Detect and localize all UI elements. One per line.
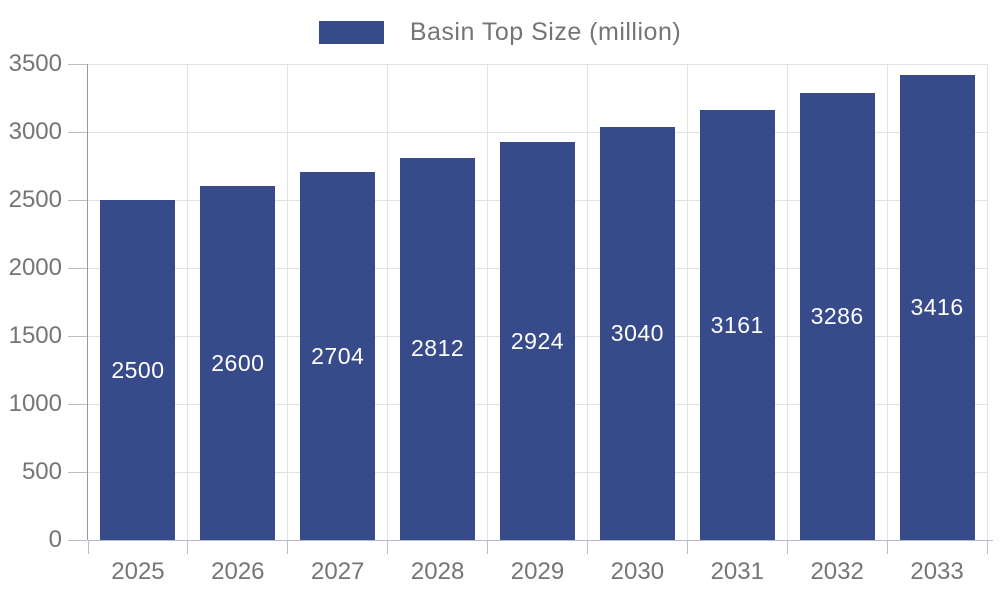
bar-value-label: 2704 (311, 342, 365, 369)
x-axis-tick (886, 540, 888, 554)
y-axis-line (87, 64, 88, 540)
v-gridline (886, 64, 888, 540)
v-gridline (287, 64, 289, 540)
x-axis-tick-label: 2026 (211, 558, 265, 585)
y-axis-tick (68, 403, 87, 405)
bar-value-label: 2924 (510, 327, 565, 354)
x-axis-tick-label: 2029 (510, 558, 565, 585)
x-axis-tick-label: 2030 (610, 558, 665, 585)
bar-2032[interactable]: 3286 (799, 93, 875, 540)
legend[interactable]: Basin Top Size (million) (0, 18, 1000, 47)
x-axis-tick (187, 540, 189, 554)
x-axis-tick (786, 540, 788, 554)
bar-value-label: 3416 (910, 294, 964, 321)
y-axis-tick (68, 539, 87, 541)
bar-2033[interactable]: 3416 (899, 75, 975, 540)
x-axis-tick (487, 540, 489, 554)
bar-value-label: 3040 (610, 319, 664, 346)
v-gridline (586, 64, 588, 540)
bar-value-label: 2600 (211, 349, 265, 376)
y-axis-tick-label: 2000 (8, 254, 62, 281)
bar-value-label: 2500 (111, 356, 165, 383)
bar-2025[interactable]: 2500 (100, 200, 176, 540)
v-gridline (986, 64, 988, 540)
x-axis-tick-label: 2027 (311, 558, 365, 585)
y-axis-tick-label: 1500 (8, 322, 62, 349)
v-gridline (187, 64, 189, 540)
x-axis-tick-label: 2025 (111, 558, 165, 585)
y-axis-tick (68, 335, 87, 337)
y-axis-tick-label: 1000 (8, 390, 62, 417)
y-axis-tick (68, 199, 87, 201)
v-gridline (786, 64, 788, 540)
y-axis-tick (68, 63, 87, 65)
plot-area: 0 500 1000 1500 2000 2500 3000 3500 2025 2026 2027… (9, 52, 993, 584)
x-axis-tick-label: 2028 (410, 558, 465, 585)
y-axis-tick (68, 471, 87, 473)
legend-swatch (318, 21, 384, 44)
y-axis-tick (68, 131, 87, 133)
x-axis-tick (287, 540, 289, 554)
y-axis-tick-label: 3000 (8, 118, 62, 145)
v-gridline (686, 64, 688, 540)
v-gridline (487, 64, 489, 540)
x-axis-tick (586, 540, 588, 554)
y-axis-tick-label: 3500 (8, 50, 62, 77)
x-axis-tick-label: 2033 (910, 558, 964, 585)
bar-2028[interactable]: 2812 (400, 157, 476, 540)
x-axis-tick (387, 540, 389, 554)
y-axis-tick (68, 267, 87, 269)
x-axis-tick (87, 540, 89, 554)
bar-2026[interactable]: 2600 (200, 186, 276, 540)
bar-2029[interactable]: 2924 (500, 142, 575, 540)
x-axis-tick-label: 2031 (710, 558, 764, 585)
y-axis-tick-label: 0 (48, 526, 62, 553)
bar-value-label: 2812 (411, 335, 465, 362)
x-axis-tick (686, 540, 688, 554)
x-axis-tick-label: 2032 (810, 558, 864, 585)
bar-2030[interactable]: 3040 (599, 126, 675, 540)
h-gridline (88, 63, 987, 65)
y-axis-tick-label: 2500 (8, 186, 62, 213)
v-gridline (387, 64, 389, 540)
legend-label: Basin Top Size (million) (409, 18, 682, 46)
bar-value-label: 3161 (710, 311, 764, 338)
x-axis-tick (986, 540, 988, 554)
bar-2031[interactable]: 3161 (699, 110, 775, 540)
bar-value-label: 3286 (810, 303, 864, 330)
y-axis-tick-label: 500 (21, 458, 62, 485)
bar-2027[interactable]: 2704 (300, 172, 376, 540)
x-axis-line (88, 540, 993, 541)
